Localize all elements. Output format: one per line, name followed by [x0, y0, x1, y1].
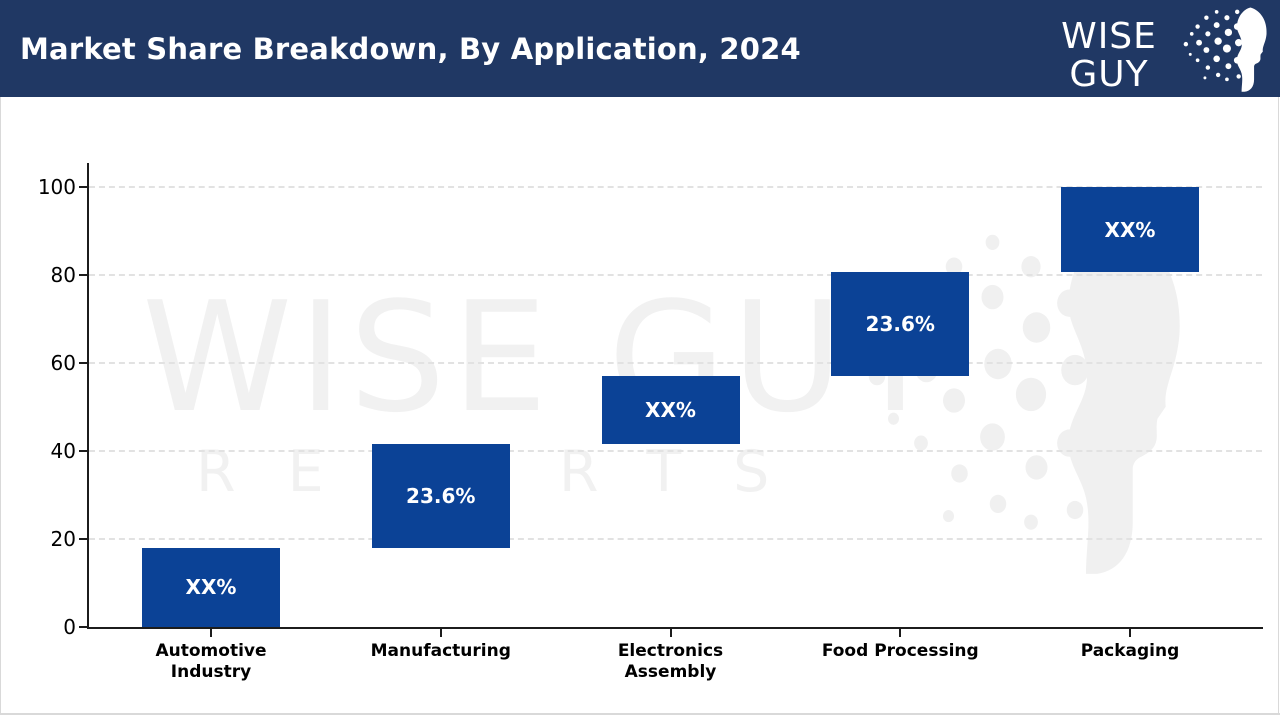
x-tick-label-4: Food Processing — [821, 641, 979, 661]
bar-3: XX% — [601, 376, 740, 444]
bar-2: 23.6% — [371, 443, 510, 548]
logo-wordmark: WISE GUY — [1061, 16, 1157, 95]
bar-value-label: XX% — [645, 398, 696, 423]
gridline-80 — [89, 274, 1262, 276]
x-tick-3 — [669, 629, 672, 637]
card-border-bottom — [0, 713, 1280, 715]
y-tick-60 — [79, 362, 88, 364]
bar-value-label: XX% — [185, 575, 237, 600]
logo-text: WISE GUY REPORTS — [1018, 16, 1200, 112]
gridline-20 — [89, 538, 1262, 540]
x-tick-label-5: Packaging — [1080, 641, 1180, 661]
bar-value-label: 23.6% — [406, 483, 476, 508]
y-tick-label-60: 60 — [50, 351, 76, 375]
y-tick-40 — [79, 450, 88, 452]
y-tick-100 — [79, 186, 88, 188]
bar-1: XX% — [142, 547, 280, 627]
y-tick-label-20: 20 — [50, 527, 76, 551]
watermark-wordmark: WISE GUY — [142, 269, 948, 446]
x-tick-label-3: Electronics Assembly — [617, 641, 724, 682]
x-tick-label-2: Manufacturing — [370, 641, 511, 661]
x-tick-4 — [899, 629, 902, 637]
x-tick-2 — [439, 629, 442, 637]
wise-guy-logo: WISE GUY REPORTS — [1018, 4, 1268, 111]
gridline-100 — [89, 186, 1262, 188]
card-border-right — [1278, 97, 1279, 714]
y-tick-label-100: 100 — [37, 175, 76, 199]
x-tick-1 — [210, 629, 212, 637]
logo-face-icon — [1183, 7, 1267, 92]
y-tick-label-0: 0 — [63, 615, 76, 639]
gridline-40 — [89, 450, 1262, 452]
y-tick-0 — [79, 626, 88, 628]
header-bar: Market Share Breakdown, By Application, … — [0, 0, 1280, 111]
x-axis-line — [87, 627, 1263, 629]
x-tick-5 — [1129, 629, 1131, 637]
y-axis-line — [87, 163, 89, 629]
y-tick-20 — [79, 538, 88, 540]
card-border-left — [0, 97, 1, 714]
y-tick-label-80: 80 — [50, 263, 76, 287]
y-tick-80 — [79, 274, 88, 276]
logo-subtitle: REPORTS — [1047, 96, 1171, 111]
bar-4: 23.6% — [831, 272, 970, 377]
gridline-60 — [89, 362, 1262, 364]
bar-value-label: XX% — [1104, 217, 1156, 242]
bar-value-label: 23.6% — [865, 312, 935, 337]
page-title: Market Share Breakdown, By Application, … — [20, 31, 801, 66]
x-tick-label-1: Automotive Industry — [155, 641, 267, 682]
y-tick-label-40: 40 — [50, 439, 76, 463]
bar-5: XX% — [1061, 187, 1199, 273]
